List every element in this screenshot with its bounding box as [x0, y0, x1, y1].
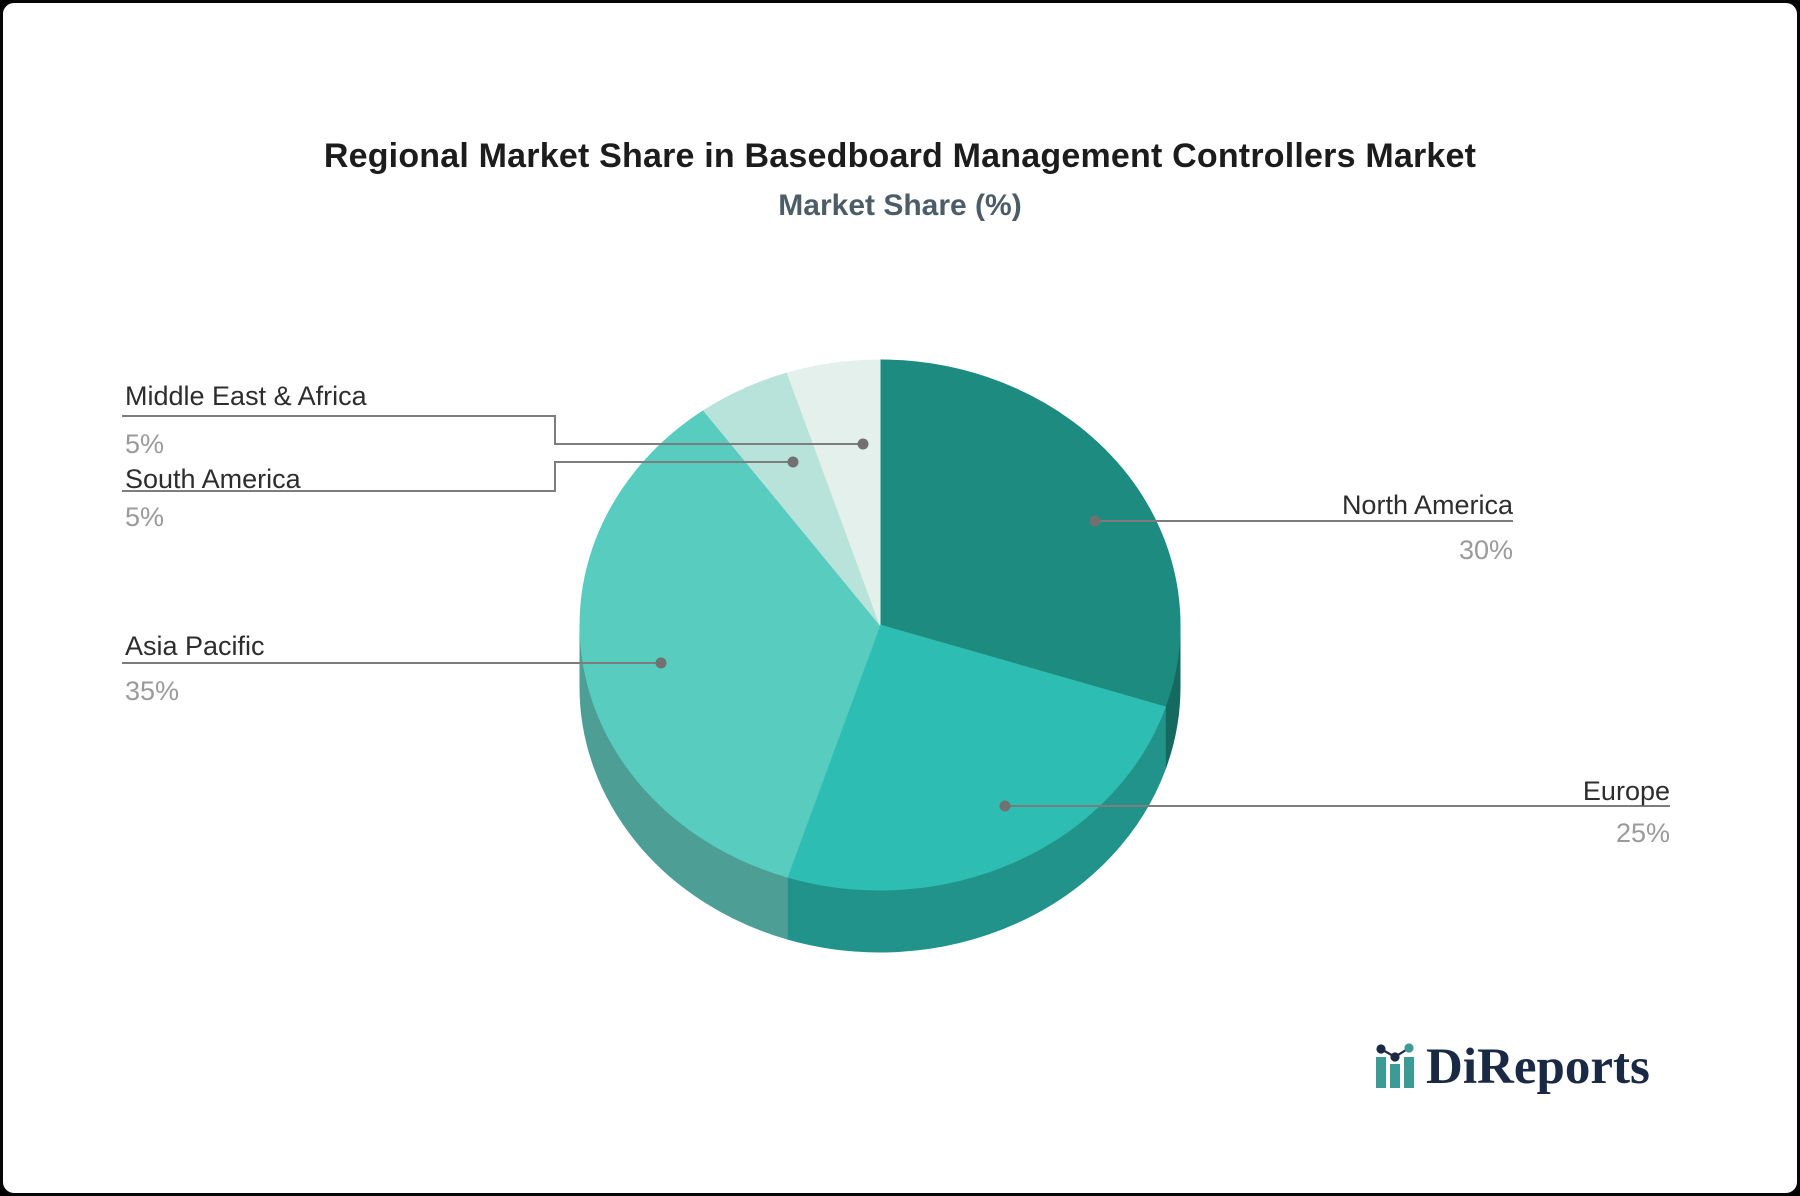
- pie-slice-asia-pacific[interactable]: [579, 409, 881, 878]
- label-north-america: North America: [1341, 490, 1513, 520]
- pct-north-america: 30%: [1458, 535, 1513, 565]
- pie-slice-europe[interactable]: [786, 624, 1166, 891]
- leader-dot-south-america: [787, 456, 799, 468]
- leader-dot-asia-pacific: [655, 657, 667, 669]
- chart-title: Regional Market Share in Basedboard Mana…: [323, 137, 1477, 175]
- pct-middle-east-africa: 5%: [125, 429, 165, 459]
- pie-slice-north-america[interactable]: [879, 359, 1181, 708]
- direports-logo: DiReports: [1375, 1039, 1650, 1095]
- chart-subtitle: Market Share (%): [778, 189, 1022, 222]
- pie-chart: [122, 359, 1670, 953]
- label-asia-pacific: Asia Pacific: [125, 631, 265, 661]
- leader-line-middle-east-africa: [122, 415, 863, 445]
- label-south-america: South America: [125, 464, 301, 494]
- label-middle-east-africa: Middle East & Africa: [125, 381, 367, 411]
- label-europe: Europe: [1582, 776, 1670, 806]
- bar-line-chart-icon: [1376, 1043, 1414, 1088]
- pct-asia-pacific: 35%: [125, 676, 180, 706]
- pct-south-america: 5%: [125, 502, 165, 532]
- logo-wordmark: DiReports: [1426, 1039, 1650, 1095]
- pct-europe: 25%: [1615, 818, 1670, 848]
- leader-dot-middle-east-africa: [857, 438, 869, 450]
- leader-dot-europe: [999, 800, 1011, 812]
- leader-line-south-america: [122, 461, 793, 492]
- pie-slice-middle-east-africa[interactable]: [786, 359, 881, 626]
- leader-dot-north-america: [1089, 515, 1101, 527]
